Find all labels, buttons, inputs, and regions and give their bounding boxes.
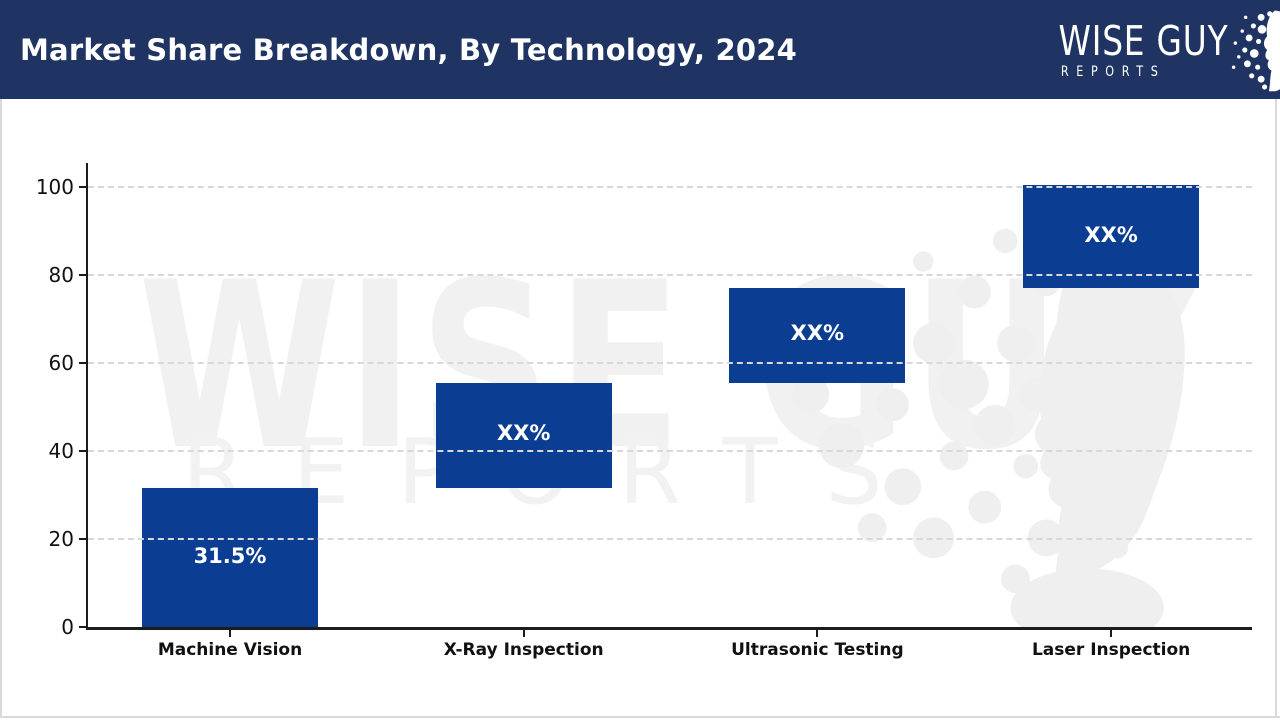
y-axis-tick-label: 0 [61, 615, 74, 639]
y-axis-tick [79, 626, 88, 628]
bar-value-label: XX% [496, 421, 551, 446]
watermark-text: WISE GUY [138, 234, 1204, 501]
bar-laser-inspection [1023, 185, 1200, 288]
x-axis-category-label: X-Ray Inspection [443, 640, 604, 660]
x-axis-tick [1110, 630, 1113, 637]
y-axis-tick-label: 100 [35, 174, 74, 199]
x-axis-tick [229, 630, 231, 637]
x-axis-category-label: Ultrasonic Testing [731, 640, 904, 660]
y-axis-line [86, 163, 88, 629]
brand-name: WISE GUY [1058, 16, 1229, 65]
x-axis-line [86, 627, 1252, 630]
bar-machine-vision [142, 488, 318, 627]
y-axis-tick [79, 361, 88, 364]
gridline-y80 [88, 273, 1252, 276]
y-axis-tick-label: 20 [48, 526, 74, 551]
brand-subname: REPORTS [1060, 63, 1166, 80]
brand-face-icon [1232, 10, 1280, 92]
frame-border-right [1275, 99, 1277, 718]
y-axis-tick [79, 273, 88, 276]
gridline-y60 [88, 361, 1252, 364]
frame-border-left [0, 99, 2, 718]
x-axis-category-label: Machine Vision [157, 640, 303, 660]
gridline-y20 [88, 537, 1252, 540]
bar-value-label: XX% [790, 321, 845, 346]
y-axis-tick [79, 185, 88, 188]
gridline-y40 [88, 449, 1252, 452]
header: Market Share Breakdown, By Technology, 2… [0, 0, 1280, 99]
brand-logo: WISE GUY REPORTS [1016, 6, 1280, 94]
y-axis-tick [79, 449, 88, 452]
x-axis-tick [522, 630, 525, 637]
x-axis-category-label: Laser Inspection [1031, 640, 1191, 660]
bar-ultrasonic-testing [729, 287, 906, 383]
bar-value-label: XX% [1084, 222, 1138, 247]
bar-value-label: 31.5% [193, 543, 267, 568]
y-axis-tick-label: 80 [48, 262, 74, 287]
page-title: Market Share Breakdown, By Technology, 2… [20, 32, 798, 67]
bar-x-ray-inspection [435, 382, 612, 489]
brand-logo-text: WISE GUY REPORTS [1058, 16, 1229, 80]
y-axis-tick-label: 40 [48, 438, 74, 463]
gridline-y100 [88, 185, 1252, 188]
x-axis-tick [816, 630, 819, 637]
y-axis-tick-label: 60 [48, 350, 74, 375]
y-axis-tick [79, 537, 88, 540]
frame-border-bottom [0, 716, 1280, 718]
